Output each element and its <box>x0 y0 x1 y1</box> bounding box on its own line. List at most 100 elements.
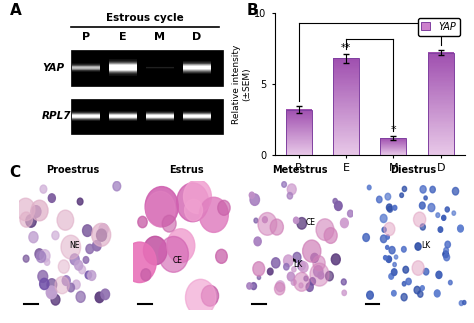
Bar <box>72 119 100 120</box>
Bar <box>72 66 100 67</box>
Bar <box>428 73 454 75</box>
Bar <box>333 150 359 151</box>
Bar <box>285 115 311 116</box>
Bar <box>146 67 174 68</box>
Circle shape <box>92 241 101 251</box>
Circle shape <box>363 234 369 242</box>
Bar <box>183 117 211 118</box>
Bar <box>428 68 454 69</box>
Bar <box>428 63 454 64</box>
Bar <box>183 69 211 70</box>
Circle shape <box>74 260 82 270</box>
Bar <box>285 146 311 147</box>
Bar <box>333 112 359 114</box>
Circle shape <box>101 289 109 300</box>
Bar <box>428 144 454 146</box>
Circle shape <box>326 271 333 281</box>
Bar <box>183 119 211 120</box>
Bar <box>285 143 311 144</box>
Text: M: M <box>155 32 165 42</box>
Bar <box>183 61 211 62</box>
Bar <box>183 71 211 72</box>
Circle shape <box>144 236 167 265</box>
Bar <box>333 122 359 124</box>
Bar <box>428 148 454 150</box>
Bar <box>333 126 359 127</box>
Bar <box>72 120 100 121</box>
Circle shape <box>83 256 89 263</box>
Circle shape <box>77 198 83 205</box>
Bar <box>333 149 359 150</box>
Bar <box>333 92 359 93</box>
Bar <box>333 132 359 133</box>
Circle shape <box>62 276 70 286</box>
Bar <box>428 56 454 58</box>
Bar <box>183 117 211 118</box>
Bar <box>428 147 454 149</box>
Bar <box>333 109 359 110</box>
Circle shape <box>386 245 389 249</box>
Bar <box>146 111 174 112</box>
Bar <box>380 138 406 139</box>
Bar <box>109 113 137 114</box>
Circle shape <box>442 215 446 220</box>
Bar <box>183 65 211 66</box>
Circle shape <box>293 217 299 224</box>
Bar <box>428 140 454 141</box>
Bar <box>109 74 137 75</box>
Bar <box>333 85 359 86</box>
Bar <box>428 91 454 92</box>
Bar <box>285 144 311 145</box>
Bar <box>333 115 359 116</box>
Circle shape <box>434 290 440 297</box>
Circle shape <box>436 271 442 278</box>
Bar <box>72 69 100 70</box>
Bar <box>428 78 454 79</box>
Bar <box>380 147 406 148</box>
Bar <box>72 114 100 115</box>
Bar <box>146 67 174 68</box>
Text: E: E <box>119 32 127 42</box>
Bar <box>428 111 454 113</box>
Bar <box>72 117 100 118</box>
Bar <box>146 110 174 111</box>
Circle shape <box>177 183 209 222</box>
Bar <box>428 87 454 89</box>
Circle shape <box>424 196 427 200</box>
Bar <box>72 65 100 66</box>
Bar <box>333 86 359 88</box>
Circle shape <box>159 236 189 272</box>
Bar <box>380 153 406 154</box>
Circle shape <box>91 223 111 246</box>
Circle shape <box>448 280 452 285</box>
Circle shape <box>418 291 423 297</box>
Bar <box>333 125 359 126</box>
Circle shape <box>420 186 426 193</box>
Bar <box>183 71 211 72</box>
Bar <box>333 153 359 155</box>
Bar <box>333 133 359 134</box>
Bar <box>183 64 211 65</box>
Bar <box>428 118 454 119</box>
Bar <box>285 130 311 131</box>
Bar <box>428 64 454 66</box>
Bar <box>109 116 137 117</box>
Text: Diestrus: Diestrus <box>391 165 437 175</box>
Bar <box>285 137 311 138</box>
Circle shape <box>306 283 313 291</box>
Bar <box>285 126 311 127</box>
Bar <box>380 143 406 144</box>
Bar <box>109 67 137 68</box>
Circle shape <box>145 187 178 227</box>
Bar <box>428 84 454 86</box>
Bar <box>428 77 454 78</box>
Bar <box>428 74 454 76</box>
Bar <box>183 115 211 116</box>
Bar <box>109 111 137 112</box>
Bar <box>333 74 359 75</box>
Circle shape <box>294 272 310 291</box>
Circle shape <box>386 204 392 211</box>
Bar <box>109 72 137 73</box>
Bar <box>285 110 311 111</box>
Bar <box>428 110 454 111</box>
